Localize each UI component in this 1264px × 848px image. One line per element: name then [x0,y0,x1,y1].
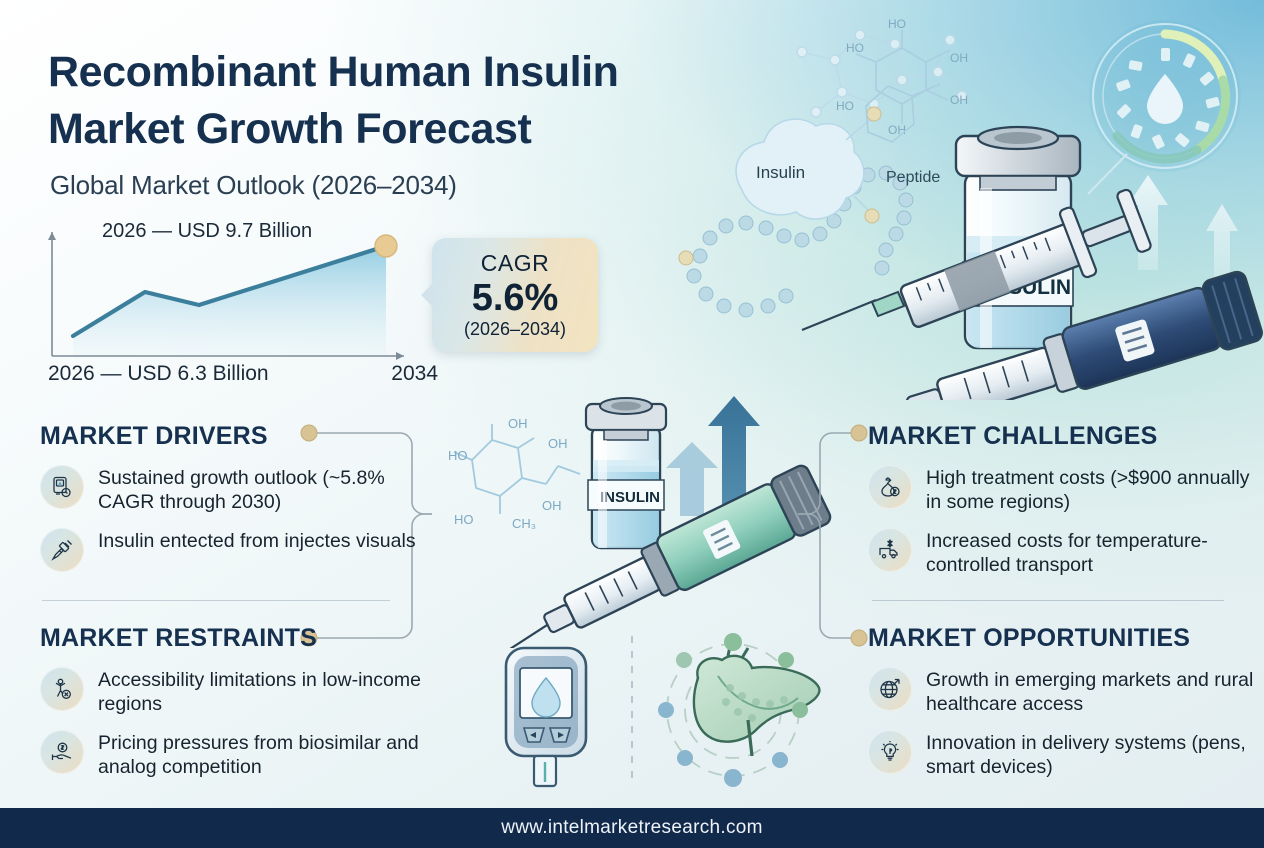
page-subtitle: Global Market Outlook (2026–2034) [50,170,457,200]
syringe-icon [801,188,1152,332]
right-divider [872,600,1224,601]
title-line-1: Recombinant Human Insulin [48,48,619,96]
chart-endpoint-marker [374,234,398,258]
glucose-dial-icon [1087,20,1241,195]
chem-label-oh-2: OH [950,93,968,107]
chem-label-ho-1: HO [846,41,864,55]
center-chem-labels: OH HO OH OH HO CH₃ [448,416,568,531]
left-divider [42,600,390,601]
chart-end-tick-label: 2034 [391,362,438,385]
list-item-text: Accessibility limitations in low-income … [98,669,421,715]
section-heading: MARKET CHALLENGES [868,422,1158,450]
center-chem-ho-1: HO [448,448,468,463]
list-item-text: Growth in emerging markets and rural hea… [926,669,1254,715]
cagr-label: CAGR [480,250,550,276]
list-item-text: High treatment costs (>$900 annually in … [926,467,1250,513]
glucose-meter-icon [40,465,84,509]
page-title: Recombinant Human Insulin Market Growth … [48,44,838,158]
lightbulb-icon [868,730,912,774]
bottom-center-illustration [504,633,821,788]
center-arrows-icon [666,396,760,516]
syringe-icon [40,528,84,572]
chem-label-ho-3: HO [836,99,854,113]
market-growth-chart: 2026 — USD 9.7 Billion 2026 — USD 6.3 Bi… [36,220,438,392]
growth-arrows-icon [1128,175,1238,286]
list-item: Accessibility limitations in low-income … [40,667,430,716]
section-heading: MARKET DRIVERS [40,422,268,450]
footer-bar: www.intelmarketresearch.com [0,808,1264,848]
cagr-range: (2026–2034) [463,319,567,339]
chart-bottom-label: 2026 — USD 6.3 Billion [48,362,269,385]
section-market-challenges: MARKET CHALLENGES High treatment costs (… [868,422,1258,577]
person-blocked-icon [40,667,84,711]
chem-labels: HO HO OH OH OH HO [836,17,968,137]
chem-label-oh-3: OH [888,123,906,137]
chart-axes [48,232,404,360]
center-glucose-structure-icon [453,424,581,514]
list-item-text: Pricing pressures from biosimilar and an… [98,732,419,778]
cold-chain-truck-icon [868,528,912,572]
vial-label: INSULIN [987,276,1071,299]
insulin-vial-icon: INSULIN [954,125,1082,350]
center-chem-ch3: CH₃ [512,516,536,531]
chem-label-oh-1: OH [950,51,968,65]
chart-svg [48,232,404,360]
list-item: Increased costs for temperature-controll… [868,528,1258,577]
list-item-text: Innovation in delivery systems (pens, sm… [926,732,1246,778]
center-chem-oh-2: OH [548,436,568,451]
list-item: Sustained growth outlook (~5.8% CAGR thr… [40,465,430,514]
glucose-meter-illustration-icon [504,646,588,788]
center-chem-oh-1: OH [508,416,528,431]
title-line-2: Market Growth Forecast [48,105,532,153]
pancreas-network-icon [658,633,821,787]
chem-label-ho-2: HO [888,17,906,31]
glucose-structure-icon [855,30,951,124]
peptide-label: Peptide [886,169,940,186]
list-item-text: Increased costs for temperature-controll… [926,530,1208,576]
section-market-drivers: MARKET DRIVERS Sustained growth outlook … [40,422,430,572]
list-item: Growth in emerging markets and rural hea… [868,667,1258,716]
connector-dot-challenges [850,424,868,442]
list-item-text: Insulin entected from injectes visuals [98,530,416,552]
section-market-opportunities: MARKET OPPORTUNITIES Growth in emerging … [868,624,1258,779]
section-heading: MARKET RESTRAINTS [40,624,318,652]
insulin-blob-label: Insulin [756,163,805,182]
chart-top-label: 2026 — USD 9.7 Billion [102,220,313,242]
section-heading: MARKET OPPORTUNITIES [868,624,1191,652]
insulin-pen-icon [905,270,1263,400]
chart-line [70,243,389,339]
section-market-restraints: MARKET RESTRAINTS Accessibility limitati… [40,624,430,779]
connector-dot-opportunities [850,629,868,647]
hand-coin-icon [40,730,84,774]
center-insulin-vial-icon: INSULIN [584,397,668,550]
money-bag-icon [868,465,912,509]
chart-area [73,246,386,355]
center-insulin-pen-icon [508,464,832,648]
list-item-text: Sustained growth outlook (~5.8% CAGR thr… [98,467,385,513]
cagr-value: 5.6% [471,277,559,319]
center-illustration: OH HO OH OH HO CH₃ INSULIN [448,396,832,648]
peptide-chain-icon [678,146,914,318]
cagr-badge: CAGR 5.6% (2026–2034) [421,238,598,352]
center-chem-oh-3: OH [542,498,562,513]
center-chem-ho-2: HO [454,512,474,527]
list-item: Insulin entected from injectes visuals [40,528,430,572]
globe-arrow-icon [868,667,912,711]
footer-url: www.intelmarketresearch.com [501,817,763,838]
list-item: Innovation in delivery systems (pens, sm… [868,730,1258,779]
chart-axis-labels: 2026 — USD 6.3 Billion 2034 [48,362,438,386]
center-vial-label: INSULIN [600,489,660,506]
list-item: Pricing pressures from biosimilar and an… [40,730,430,779]
list-item: High treatment costs (>$900 annually in … [868,465,1258,514]
